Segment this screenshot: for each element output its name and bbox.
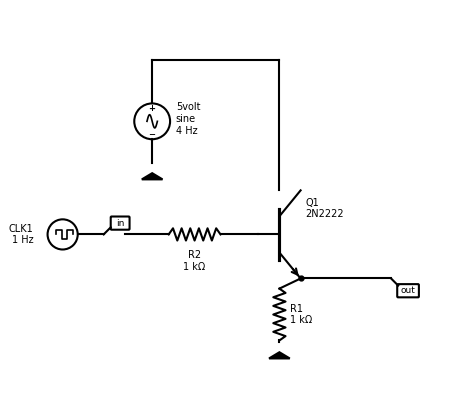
- FancyBboxPatch shape: [397, 284, 419, 297]
- Text: −: −: [148, 130, 155, 138]
- FancyBboxPatch shape: [111, 216, 129, 230]
- Text: 5volt
sine
4 Hz: 5volt sine 4 Hz: [176, 102, 200, 136]
- Text: out: out: [401, 286, 416, 295]
- Text: R2
1 kΩ: R2 1 kΩ: [183, 250, 206, 271]
- Polygon shape: [269, 352, 290, 359]
- Text: Q1
2N2222: Q1 2N2222: [305, 198, 344, 219]
- Polygon shape: [142, 173, 163, 179]
- Text: R1
1 kΩ: R1 1 kΩ: [290, 304, 312, 325]
- Text: CLK1
1 Hz: CLK1 1 Hz: [9, 224, 34, 245]
- Text: in: in: [116, 219, 124, 228]
- Text: +: +: [148, 104, 155, 113]
